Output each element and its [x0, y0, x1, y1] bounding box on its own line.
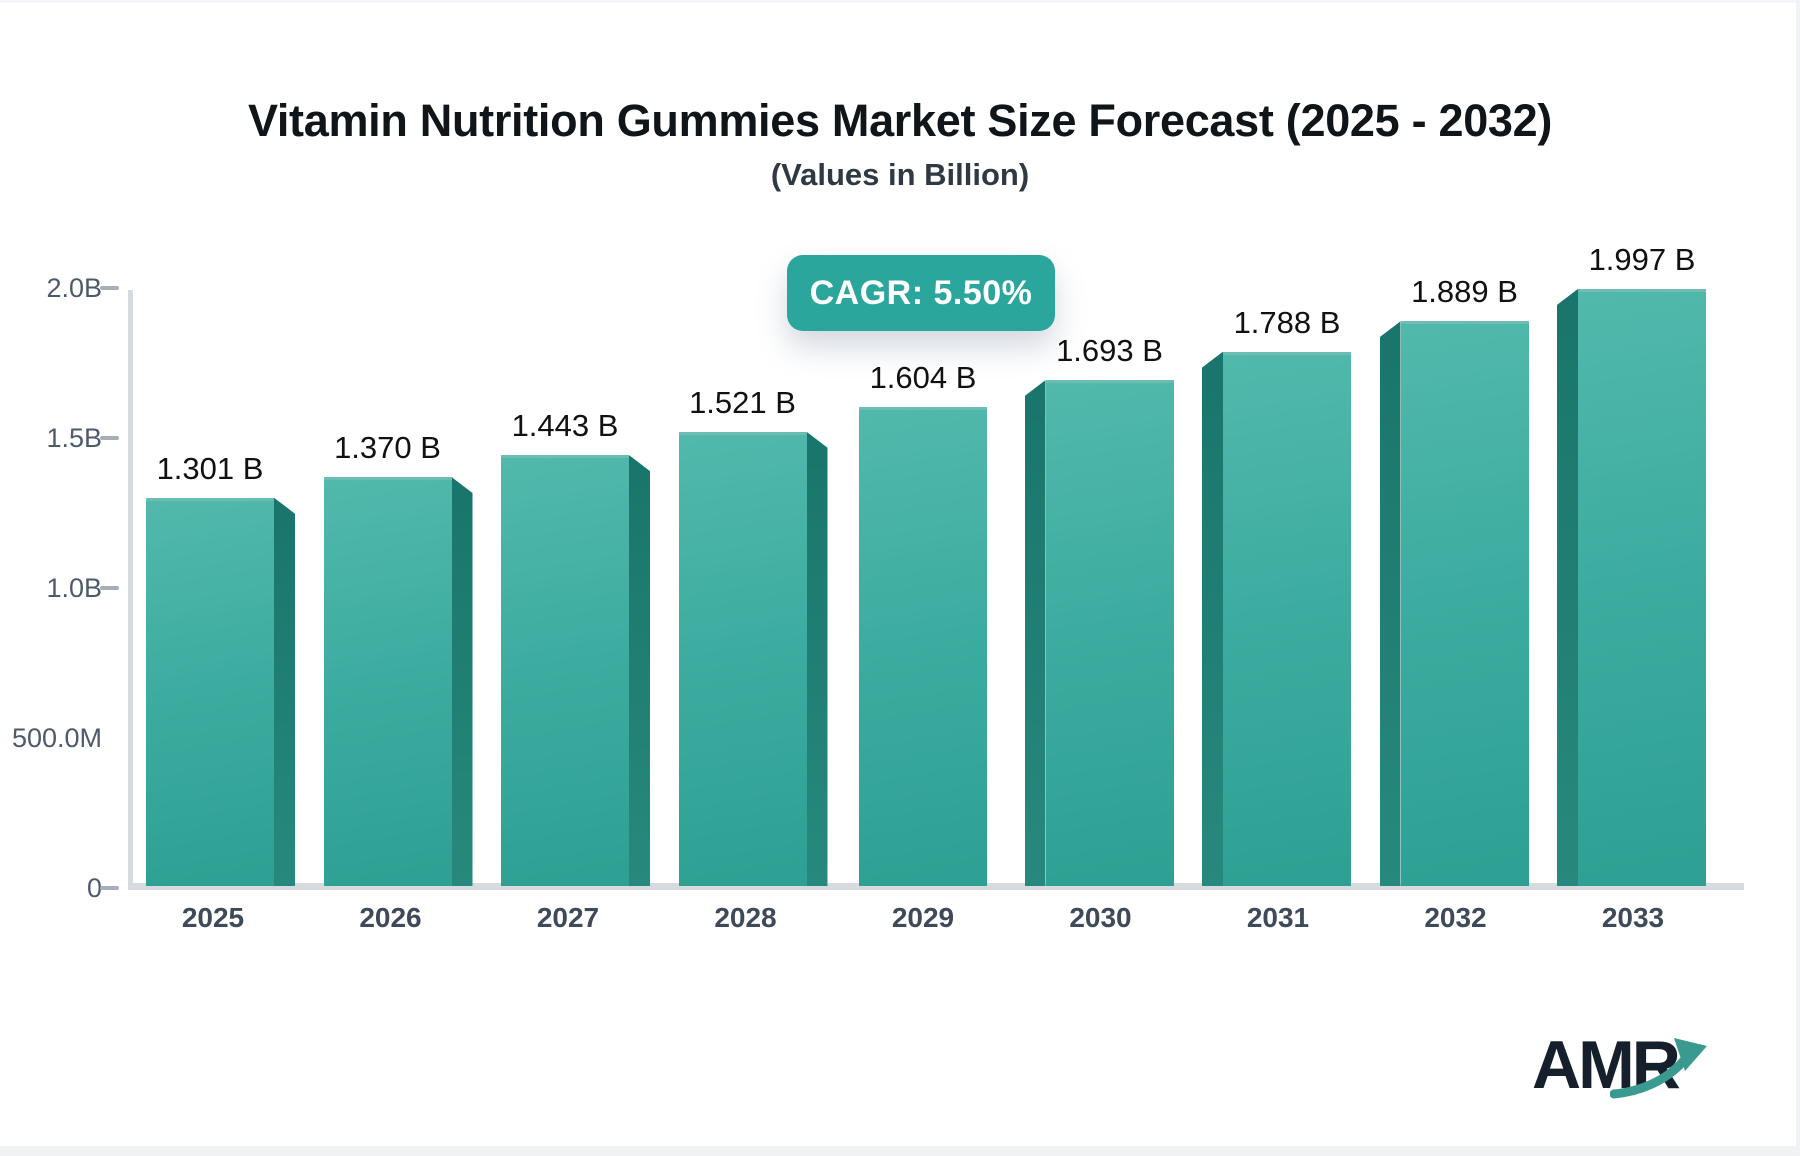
cagr-badge: CAGR: 5.50% — [787, 255, 1055, 331]
bar — [678, 431, 807, 886]
bar — [501, 455, 629, 886]
x-axis-line — [128, 883, 1744, 890]
bar — [859, 406, 987, 886]
x-tick-label: 2029 — [891, 902, 955, 933]
bar-value-label: 1.788 B — [1233, 304, 1341, 340]
bar-value-label: 1.604 B — [869, 359, 977, 395]
x-tick-label: 2033 — [1601, 902, 1665, 933]
x-tick-label: 2030 — [1069, 902, 1132, 933]
y-tick-dash — [100, 436, 119, 440]
y-tick-dash — [100, 886, 119, 890]
bar-side — [274, 497, 295, 886]
bar-value-label: 1.443 B — [511, 408, 619, 444]
bar-value-label: 1.301 B — [156, 450, 264, 486]
bar — [1223, 351, 1351, 886]
bar — [323, 477, 452, 886]
bar-side — [1557, 288, 1578, 886]
bar-side — [1202, 351, 1223, 886]
x-tick-label: 2031 — [1246, 902, 1310, 933]
bar — [1400, 321, 1529, 886]
y-axis-line — [128, 290, 133, 888]
x-tick-label: 2026 — [359, 902, 422, 933]
bar-side — [1024, 380, 1046, 886]
y-tick-label: 2.0B — [46, 273, 102, 303]
bar — [146, 497, 274, 886]
bar — [1578, 288, 1706, 886]
bar-side — [806, 431, 828, 886]
x-tick-label: 2032 — [1424, 902, 1487, 933]
bar-value-label: 1.521 B — [689, 384, 796, 420]
y-tick-label: 1.0B — [46, 573, 102, 603]
bar-value-label: 1.693 B — [1056, 333, 1163, 369]
y-tick-label: 500.0M — [11, 723, 102, 753]
top-border — [0, 0, 1800, 3]
y-tick-label: 0 — [86, 873, 102, 903]
chart-title: Vitamin Nutrition Gummies Market Size Fo… — [247, 95, 1553, 146]
y-tick-dash — [100, 286, 119, 290]
x-tick-label: 2025 — [181, 902, 245, 933]
y-tick-label: 1.5B — [46, 423, 102, 453]
chart-subtitle: (Values in Billion) — [770, 157, 1030, 192]
x-tick-label: 2028 — [714, 902, 777, 933]
x-tick-label: 2027 — [536, 902, 600, 933]
amr-logo-text: AMR — [1532, 1027, 1681, 1103]
right-border — [1796, 0, 1800, 1156]
bar-value-label: 1.889 B — [1411, 274, 1518, 310]
bar-side — [1379, 321, 1401, 886]
y-tick-dash — [100, 586, 119, 590]
bar-value-label: 1.997 B — [1588, 241, 1696, 277]
amr-logo: AMR — [1532, 1030, 1722, 1110]
bottom-border — [0, 1146, 1800, 1156]
growth-arrow-icon — [1609, 1036, 1710, 1107]
bar-side — [451, 477, 473, 886]
bar — [1045, 380, 1174, 886]
bar-side — [629, 455, 650, 886]
bar-value-label: 1.370 B — [334, 430, 441, 465]
